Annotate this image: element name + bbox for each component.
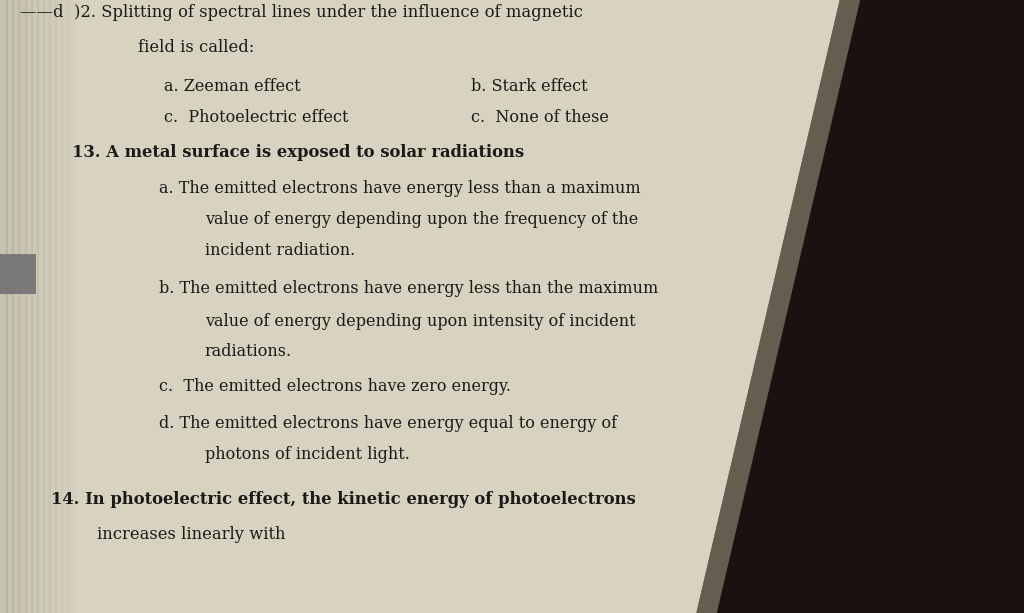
Text: b. Stark effect: b. Stark effect xyxy=(471,78,588,95)
Text: b. The emitted electrons have energy less than the maximum: b. The emitted electrons have energy les… xyxy=(159,280,658,297)
Polygon shape xyxy=(696,0,860,613)
Bar xyxy=(25,0,33,613)
Text: d. The emitted electrons have energy equal to energy of: d. The emitted electrons have energy equ… xyxy=(159,415,616,432)
Bar xyxy=(43,0,51,613)
Bar xyxy=(61,0,70,613)
Bar xyxy=(6,0,14,613)
Text: 13. A metal surface is exposed to solar radiations: 13. A metal surface is exposed to solar … xyxy=(72,143,524,161)
Text: increases linearly with: increases linearly with xyxy=(97,525,286,543)
Text: value of energy depending upon intensity of incident: value of energy depending upon intensity… xyxy=(205,313,636,330)
Bar xyxy=(18,0,27,613)
Bar xyxy=(55,0,63,613)
Text: radiations.: radiations. xyxy=(205,343,292,360)
Text: c.  The emitted electrons have zero energy.: c. The emitted electrons have zero energ… xyxy=(159,378,511,395)
Bar xyxy=(68,0,76,613)
Bar xyxy=(12,0,20,613)
Bar xyxy=(0,0,8,613)
Text: c.  Photoelectric effect: c. Photoelectric effect xyxy=(164,109,348,126)
Text: 14. In photoelectric effect, the kinetic energy of photoelectrons: 14. In photoelectric effect, the kinetic… xyxy=(51,490,636,508)
Text: c.  None of these: c. None of these xyxy=(471,109,609,126)
Polygon shape xyxy=(0,0,840,613)
Bar xyxy=(0,254,36,294)
Bar xyxy=(49,0,57,613)
Text: value of energy depending upon the frequency of the: value of energy depending upon the frequ… xyxy=(205,211,638,228)
Bar xyxy=(37,0,45,613)
Text: photons of incident light.: photons of incident light. xyxy=(205,446,410,463)
Text: ——d  )2. Splitting of spectral lines under the influence of magnetic: ——d )2. Splitting of spectral lines unde… xyxy=(20,4,584,21)
Text: a. The emitted electrons have energy less than a maximum: a. The emitted electrons have energy les… xyxy=(159,180,640,197)
Text: incident radiation.: incident radiation. xyxy=(205,242,355,259)
Text: field is called:: field is called: xyxy=(138,39,255,56)
Bar xyxy=(31,0,39,613)
Text: a. Zeeman effect: a. Zeeman effect xyxy=(164,78,300,95)
